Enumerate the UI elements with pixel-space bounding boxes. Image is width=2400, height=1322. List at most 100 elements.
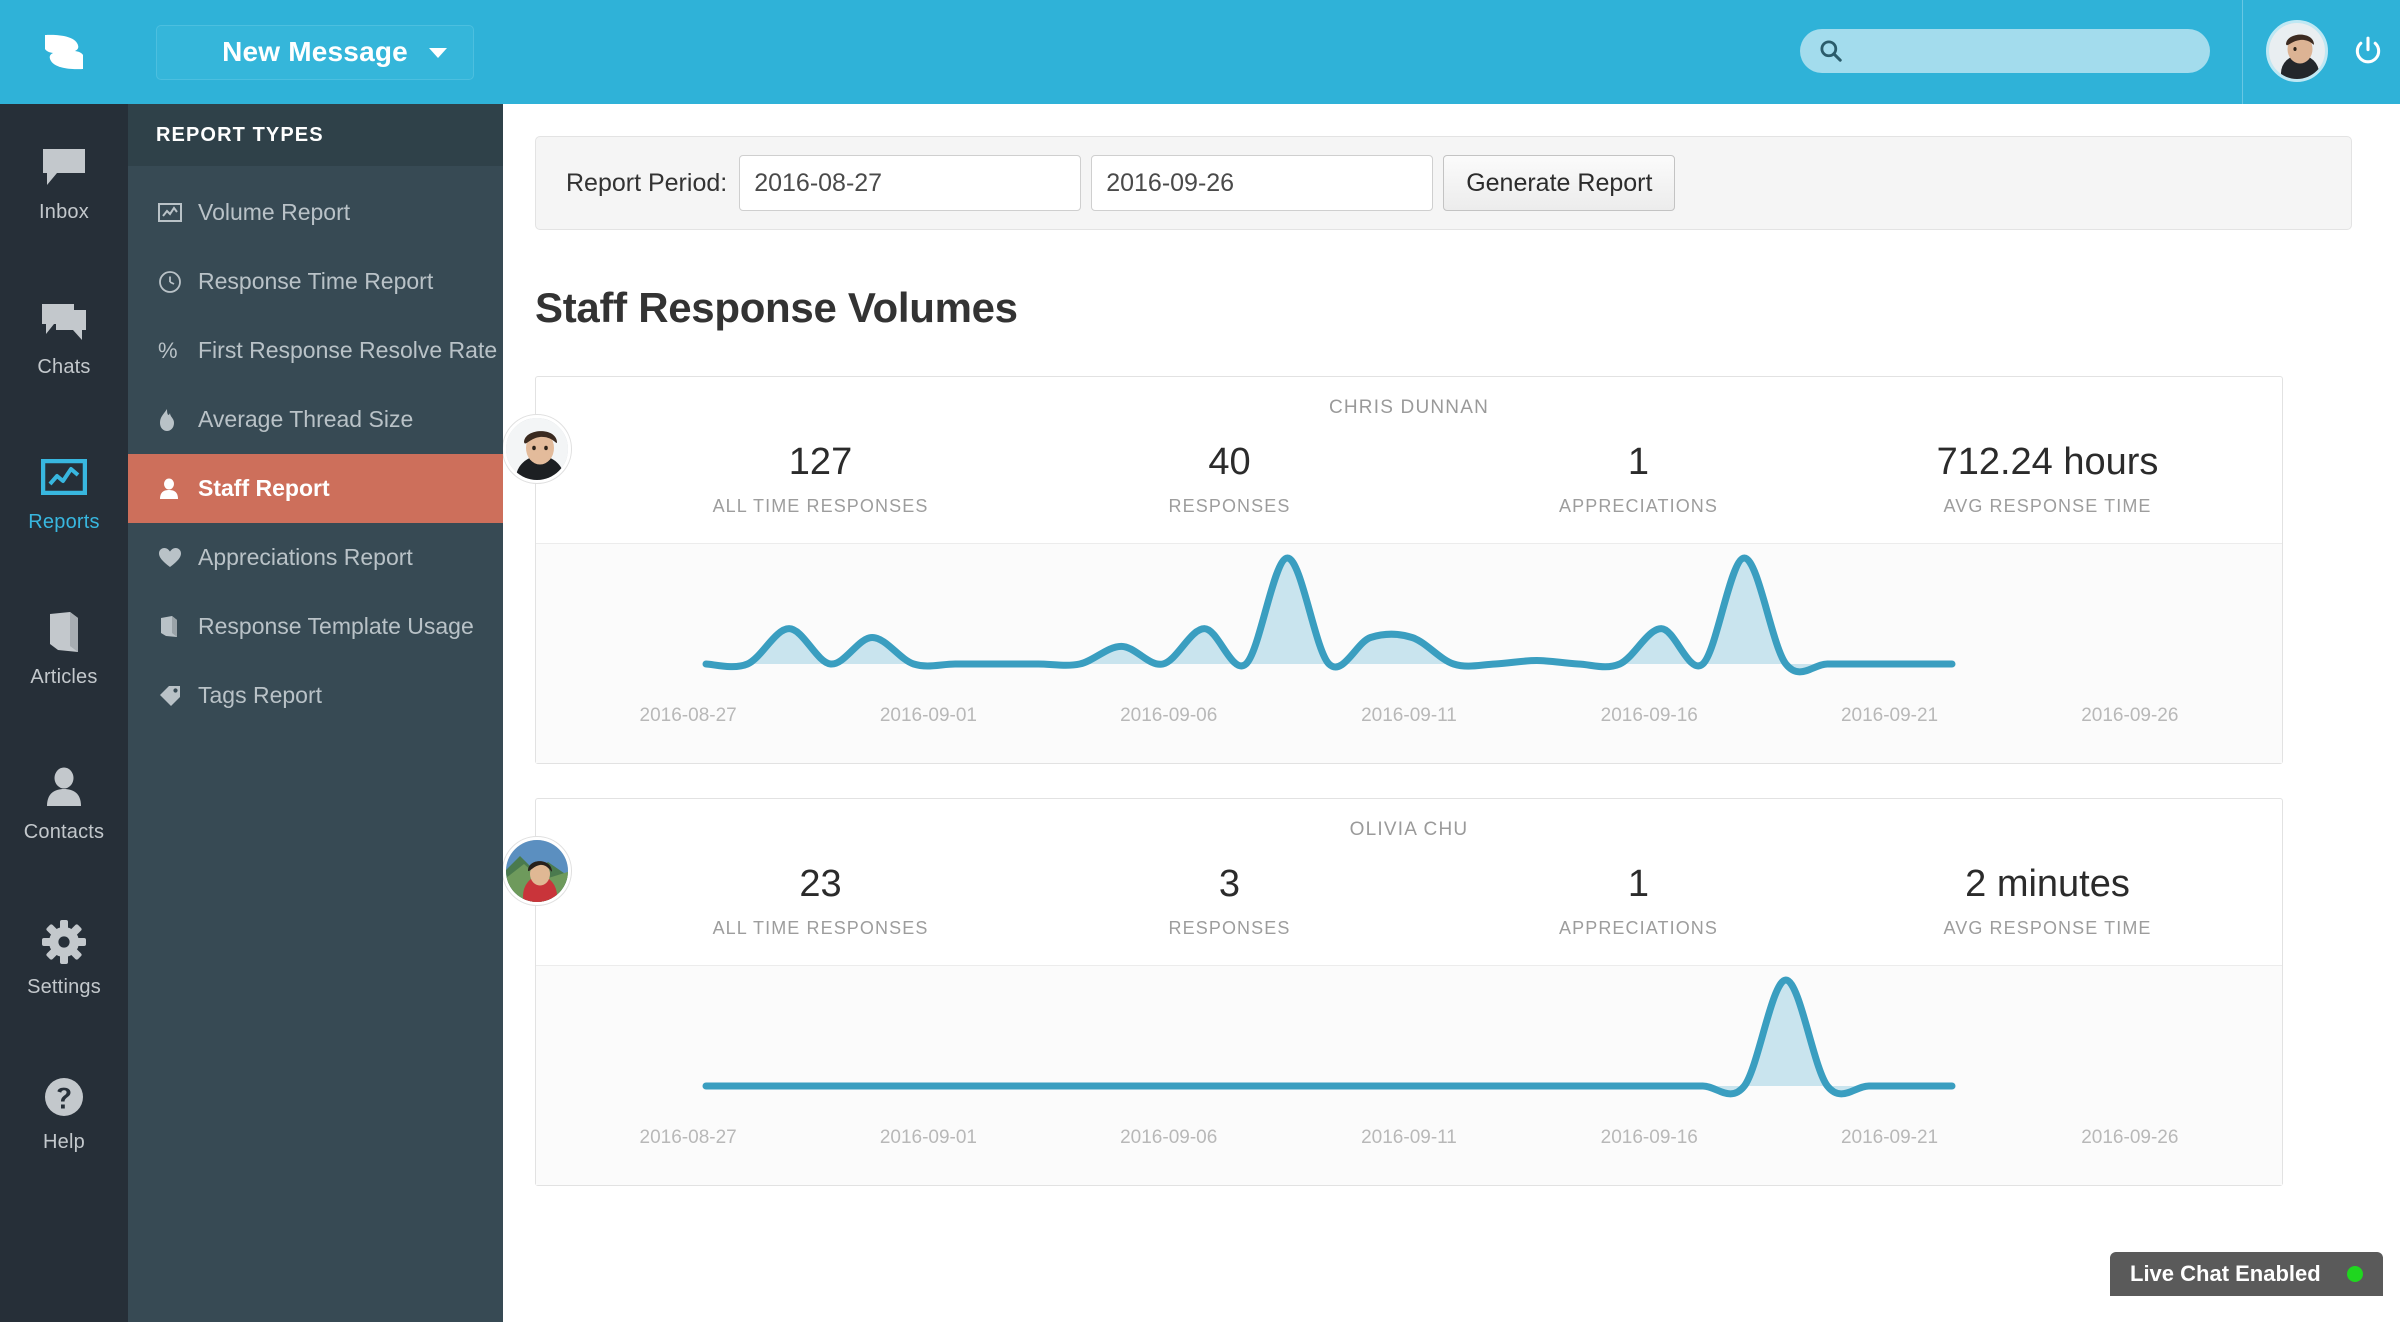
chart-line-box-icon <box>41 449 87 505</box>
book-icon <box>44 604 84 660</box>
gear-icon <box>42 914 86 970</box>
topbar-divider <box>2242 0 2243 104</box>
tag-icon <box>158 684 198 708</box>
live-chat-badge[interactable]: Live Chat Enabled <box>2110 1252 2383 1296</box>
chart-tick-label: 2016-09-01 <box>879 1127 978 1148</box>
staff-avatar-chris-dunnan-icon <box>506 418 568 480</box>
stat-responses: 3 RESPONSES <box>1025 863 1434 939</box>
stat-value: 2 minutes <box>1965 863 2130 905</box>
chart-x-axis: 2016-08-27 2016-09-01 2016-09-06 2016-09-11… <box>536 705 2282 727</box>
chart-line-box-icon <box>158 203 198 222</box>
report-item-label: Tags Report <box>198 682 323 708</box>
report-item-tags-report[interactable]: Tags Report <box>128 661 503 730</box>
stat-label: RESPONSES <box>1168 918 1291 938</box>
stat-label: APPRECIATIONS <box>1559 496 1718 516</box>
search-box[interactable] <box>1800 29 2210 73</box>
report-item-appreciations-report[interactable]: Appreciations Report <box>128 523 503 592</box>
speech-bubble-icon <box>41 139 87 195</box>
flame-icon <box>158 408 198 432</box>
nav-item-help[interactable]: Help <box>0 1034 128 1189</box>
report-item-label: Average Thread Size <box>198 406 414 432</box>
clock-icon <box>158 270 198 294</box>
person-icon <box>43 759 85 815</box>
report-item-label: Appreciations Report <box>198 544 413 570</box>
staff-avatar[interactable] <box>503 837 571 905</box>
nav-item-settings-label: Settings <box>27 976 101 998</box>
chart-tick-label: 2016-09-06 <box>1120 705 1218 726</box>
end-date-input[interactable] <box>1091 155 1434 211</box>
stat-label: ALL TIME RESPONSES <box>712 918 929 938</box>
nav-item-articles[interactable]: Articles <box>0 569 128 724</box>
chart-tick-label: 2016-08-27 <box>639 705 737 726</box>
chart-tick-label: 2016-08-27 <box>639 1127 737 1148</box>
staff-name: CHRIS DUNNAN <box>1328 397 1490 418</box>
nav-item-contacts[interactable]: Contacts <box>0 724 128 879</box>
stat-value: 127 <box>788 441 853 483</box>
report-item-first-response-resolve-rate[interactable]: % First Response Resolve Rate <box>128 316 503 385</box>
stat-label: AVG RESPONSE TIME <box>1943 918 2152 938</box>
staff-volume-chart[interactable]: 2016-08-27 2016-09-01 2016-09-06 2016-09-11… <box>536 965 2282 1185</box>
staff-card: CHRIS DUNNAN 127 ALL TIME RESPONSES 40 R… <box>503 376 2283 764</box>
stat-label: AVG RESPONSE TIME <box>1943 496 2152 516</box>
staff-stats-row: 23 ALL TIME RESPONSES 3 RESPONSES 1 APPR… <box>536 863 2282 939</box>
staff-stats-row: 127 ALL TIME RESPONSES 40 RESPONSES 1 AP… <box>536 441 2282 517</box>
report-item-average-thread-size[interactable]: Average Thread Size <box>128 385 503 454</box>
nav-item-chats[interactable]: Chats <box>0 259 128 414</box>
staff-avatar-olivia-chu-icon <box>506 840 568 902</box>
power-button[interactable] <box>2350 33 2386 69</box>
report-types-title: REPORT TYPES <box>156 123 324 146</box>
staff-volume-chart[interactable]: 2016-08-27 2016-09-01 2016-09-06 2016-09-11… <box>536 543 2282 763</box>
person-icon <box>158 478 198 500</box>
chart-tick-label: 2016-09-16 <box>1600 705 1698 726</box>
caret-down-icon <box>429 48 447 58</box>
staff-card-header: CHRIS DUNNAN 127 ALL TIME RESPONSES 40 R… <box>536 377 2282 543</box>
primary-nav-rail: Inbox Chats Reports Articles <box>0 104 128 1322</box>
chart-tick-label: 2016-09-26 <box>2081 1127 2179 1148</box>
question-circle-icon <box>42 1069 86 1125</box>
chart-x-axis: 2016-08-27 2016-09-01 2016-09-06 2016-09-11… <box>536 1127 2282 1149</box>
report-item-response-time-report[interactable]: Response Time Report <box>128 247 503 316</box>
stat-value: 1 <box>1627 863 1650 905</box>
chart-tick-label: 2016-09-26 <box>2081 705 2179 726</box>
generate-report-button[interactable]: Generate Report <box>1443 155 1676 211</box>
stat-responses: 40 RESPONSES <box>1025 441 1434 517</box>
report-item-label: First Response Resolve Rate <box>198 337 498 363</box>
start-date-input[interactable] <box>739 155 1082 211</box>
chart-tick-label: 2016-09-16 <box>1600 1127 1698 1148</box>
percent-icon: % <box>158 337 178 363</box>
search-input[interactable] <box>1844 39 2210 63</box>
stat-label: ALL TIME RESPONSES <box>712 496 929 516</box>
new-message-button[interactable]: New Message <box>156 24 474 80</box>
heart-icon <box>158 547 198 568</box>
stat-value: 23 <box>799 863 842 905</box>
nav-item-reports-label: Reports <box>28 511 100 533</box>
live-chat-label: Live Chat Enabled <box>2130 1261 2321 1286</box>
chart-tick-label: 2016-09-06 <box>1120 1127 1218 1148</box>
stat-value: 712.24 hours <box>1936 441 2159 483</box>
report-types-panel: REPORT TYPES Volume Report Response Time… <box>128 104 503 1322</box>
stat-label: RESPONSES <box>1168 496 1291 516</box>
avatar[interactable] <box>2266 20 2328 82</box>
report-item-staff-report[interactable]: Staff Report <box>128 454 503 523</box>
volume-sparkline <box>702 976 1956 1098</box>
stat-all-time-responses: 127 ALL TIME RESPONSES <box>616 441 1025 517</box>
stat-all-time-responses: 23 ALL TIME RESPONSES <box>616 863 1025 939</box>
staff-name: OLIVIA CHU <box>1349 819 1469 840</box>
chart-tick-label: 2016-09-11 <box>1361 705 1457 726</box>
staff-cards-list: CHRIS DUNNAN 127 ALL TIME RESPONSES 40 R… <box>503 376 2400 1186</box>
nav-item-chats-label: Chats <box>37 356 91 378</box>
stat-label: APPRECIATIONS <box>1559 918 1718 938</box>
report-types-header: REPORT TYPES <box>128 104 503 166</box>
chart-tick-label: 2016-09-11 <box>1361 1127 1457 1148</box>
nav-item-inbox[interactable]: Inbox <box>0 104 128 259</box>
report-item-volume-report[interactable]: Volume Report <box>128 178 503 247</box>
app-logo[interactable] <box>0 0 128 104</box>
nav-item-settings[interactable]: Settings <box>0 879 128 1034</box>
nav-item-reports[interactable]: Reports <box>0 414 128 569</box>
stat-avg-response-time: 2 minutes AVG RESPONSE TIME <box>1843 863 2252 939</box>
report-period-label: Report Period: <box>566 168 728 197</box>
nav-item-inbox-label: Inbox <box>39 201 89 223</box>
report-item-label: Staff Report <box>198 475 330 501</box>
staff-avatar[interactable] <box>503 415 571 483</box>
report-item-response-template-usage[interactable]: Response Template Usage <box>128 592 503 661</box>
